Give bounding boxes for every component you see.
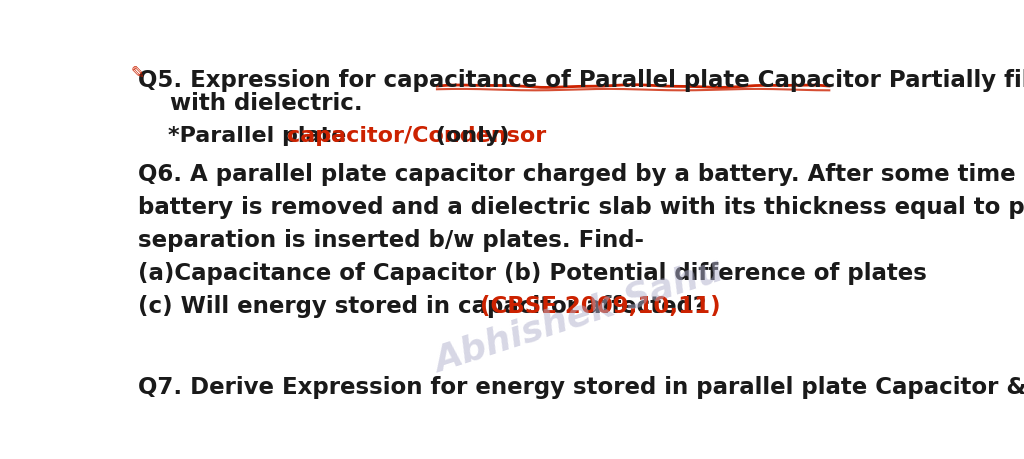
Text: with dielectric.: with dielectric. <box>138 92 362 115</box>
Text: (c) Will energy stored in capacitor affected?: (c) Will energy stored in capacitor affe… <box>138 294 723 317</box>
Text: Abhishek Sahu: Abhishek Sahu <box>430 253 727 379</box>
Text: capacitor/Condensor: capacitor/Condensor <box>287 126 546 146</box>
Text: (a)Capacitance of Capacitor (b) Potential difference of plates: (a)Capacitance of Capacitor (b) Potentia… <box>138 262 927 285</box>
Text: battery is removed and a dielectric slab with its thickness equal to plate: battery is removed and a dielectric slab… <box>138 196 1024 218</box>
Text: ✎: ✎ <box>130 64 144 82</box>
Text: Q7. Derive Expression for energy stored in parallel plate Capacitor &: Q7. Derive Expression for energy stored … <box>138 375 1024 398</box>
Text: *Parallel plate: *Parallel plate <box>168 126 353 146</box>
Text: (CBSE 2009,10,11): (CBSE 2009,10,11) <box>479 294 720 317</box>
Text: Q5. Expression for capacitance of Parallel plate Capacitor Partially filled: Q5. Expression for capacitance of Parall… <box>138 69 1024 92</box>
Text: Q6. A parallel plate capacitor charged by a battery. After some time: Q6. A parallel plate capacitor charged b… <box>138 163 1016 186</box>
Text: separation is inserted b/w plates. Find-: separation is inserted b/w plates. Find- <box>138 229 644 252</box>
Text: (only): (only) <box>428 126 510 146</box>
